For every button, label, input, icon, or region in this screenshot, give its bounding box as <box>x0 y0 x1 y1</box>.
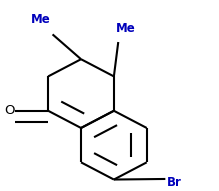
Text: Me: Me <box>31 13 50 26</box>
Text: O: O <box>5 104 15 117</box>
Text: Br: Br <box>166 176 181 189</box>
Text: Me: Me <box>116 22 136 35</box>
